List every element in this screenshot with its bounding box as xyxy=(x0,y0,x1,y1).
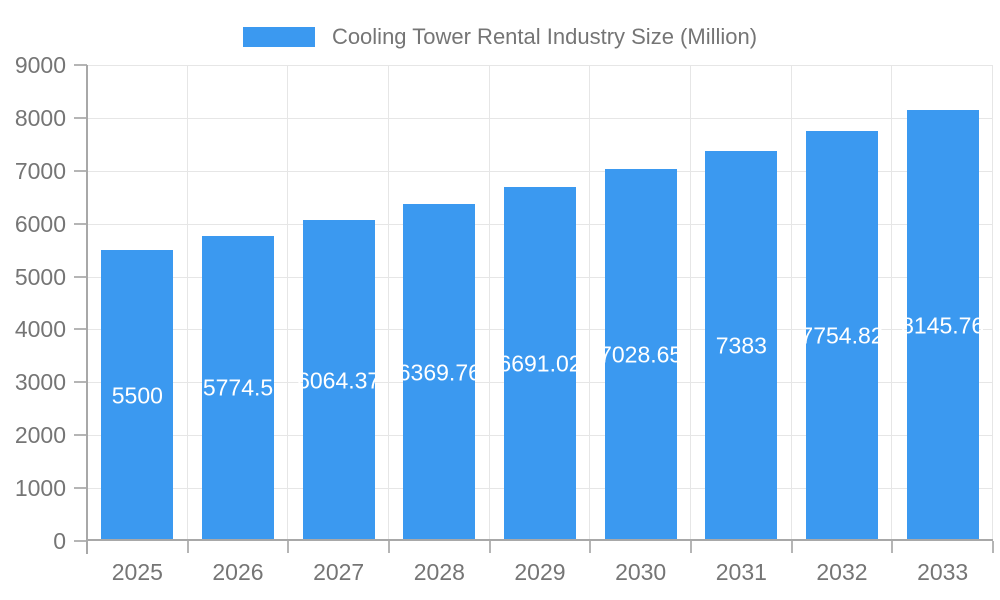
bar-value-label: 7028.65 xyxy=(599,341,683,368)
gridline-h xyxy=(87,117,993,119)
gridline-v xyxy=(186,65,188,541)
x-axis-tick-label: 2028 xyxy=(413,559,465,585)
bar-value-label: 5500 xyxy=(111,382,163,409)
gridline-v xyxy=(488,65,490,541)
legend: Cooling Tower Rental Industry Size (Mill… xyxy=(0,24,1000,50)
y-axis-tick-label: 5000 xyxy=(14,263,66,290)
y-axis-tick-label: 8000 xyxy=(14,104,66,131)
bar-2028[interactable]: 6369.76 xyxy=(398,204,481,541)
y-axis-tick-label: 1000 xyxy=(14,475,66,502)
gridline-v xyxy=(388,65,389,541)
bar-value-label: 8145.76 xyxy=(901,312,985,339)
y-axis-tick-label: 9000 xyxy=(14,52,66,78)
y-axis-tick-label: 2000 xyxy=(14,422,66,449)
x-axis-tick-label: 2030 xyxy=(615,559,667,585)
legend-item[interactable]: Cooling Tower Rental Industry Size (Mill… xyxy=(242,24,758,50)
x-axis-tick-label: 2025 xyxy=(111,559,163,585)
x-axis-tick xyxy=(589,541,592,553)
bar-value-label: 6369.76 xyxy=(397,359,481,386)
x-axis-tick-label: 2027 xyxy=(313,559,365,585)
x-axis-tick-label: 2032 xyxy=(816,559,868,585)
x-axis-tick xyxy=(388,541,390,553)
gridline-v xyxy=(790,65,792,541)
bar-2030[interactable]: 7028.65 xyxy=(599,169,682,541)
bar-value-label: 6691.02 xyxy=(498,350,582,377)
x-axis-tick xyxy=(488,541,491,553)
x-axis-line xyxy=(87,539,993,541)
legend-swatch xyxy=(242,27,315,47)
gridline-v xyxy=(690,65,691,541)
bar-value-label: 7754.82 xyxy=(800,322,884,349)
x-axis-tick xyxy=(891,541,894,553)
bar-2027[interactable]: 6064.37 xyxy=(297,220,380,541)
bar-2029[interactable]: 6691.02 xyxy=(498,187,582,541)
gridline-v xyxy=(287,65,289,541)
gridline-v xyxy=(589,65,591,541)
x-axis-tick-label: 2026 xyxy=(212,559,264,585)
plot-area: 9000 8000 7000 6000 5000 4000 3000 2000 1000 0 550… xyxy=(15,53,994,585)
y-axis-tick xyxy=(74,540,87,542)
y-axis-tick-label: 7000 xyxy=(14,157,66,184)
y-axis-tick xyxy=(74,169,87,172)
y-axis-tick xyxy=(74,381,87,384)
legend-label: Cooling Tower Rental Industry Size (Mill… xyxy=(331,24,758,49)
y-axis-tick-label: 3000 xyxy=(14,369,66,396)
bar-value-label: 7383 xyxy=(715,332,767,359)
y-axis-tick-label: 4000 xyxy=(14,316,66,343)
y-axis-tick xyxy=(74,64,87,66)
y-axis-tick xyxy=(74,275,87,278)
y-axis-tick xyxy=(74,328,87,331)
bar-2031[interactable]: 7383 xyxy=(705,150,778,541)
bar-2033[interactable]: 8145.76 xyxy=(901,110,984,541)
x-axis-tick xyxy=(186,541,189,553)
bar-2032[interactable]: 7754.82 xyxy=(800,130,884,541)
bar-value-label: 5774.5 xyxy=(202,374,274,401)
x-axis-tick xyxy=(790,541,793,553)
x-axis-tick xyxy=(992,541,994,553)
x-axis-tick xyxy=(287,541,290,553)
gridline-v xyxy=(992,65,993,541)
x-axis-tick-label: 2031 xyxy=(715,559,767,585)
y-axis-tick xyxy=(74,434,87,437)
gridline-v xyxy=(891,65,893,541)
x-axis-tick xyxy=(690,541,692,553)
gridline-h xyxy=(87,65,993,66)
y-axis-tick xyxy=(74,116,87,119)
y-axis-tick-label: 0 xyxy=(53,528,66,554)
y-axis-line xyxy=(86,65,88,554)
x-axis-tick-label: 2029 xyxy=(514,559,566,585)
y-axis-tick xyxy=(74,222,87,225)
y-axis-tick-label: 6000 xyxy=(14,210,66,237)
bar-2026[interactable]: 5774.5 xyxy=(202,235,274,541)
gridline-h xyxy=(87,170,993,172)
y-axis-tick xyxy=(74,487,87,490)
bar-2025[interactable]: 5500 xyxy=(101,250,174,541)
x-axis-tick-label: 2033 xyxy=(917,559,969,585)
bar-value-label: 6064.37 xyxy=(297,367,381,394)
